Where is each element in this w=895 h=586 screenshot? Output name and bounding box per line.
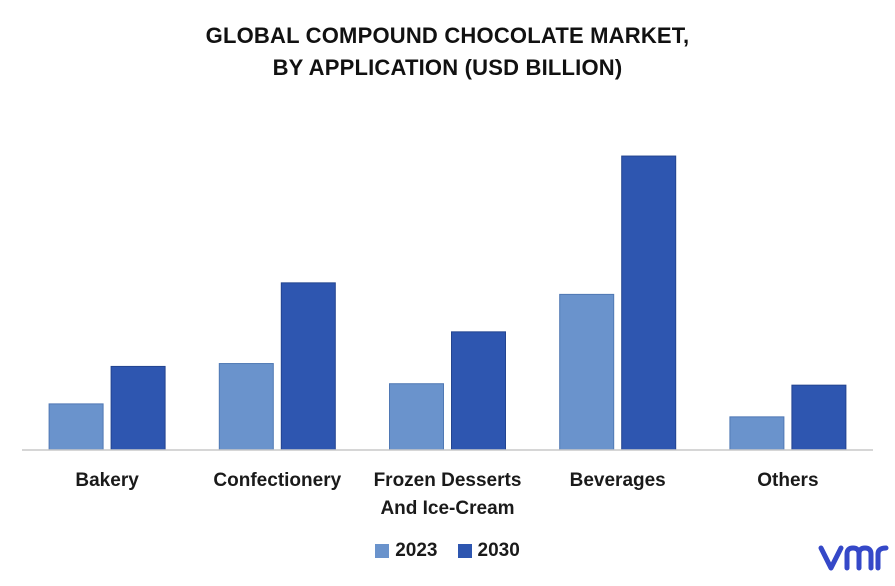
x-tick-label: Confectionery <box>213 470 341 491</box>
bar-bakery-2030 <box>110 365 166 451</box>
bar-beverages-2030 <box>621 155 677 451</box>
legend-item-2023: 2023 <box>375 540 438 562</box>
legend-item-2030: 2030 <box>457 540 520 562</box>
legend-label-2023: 2023 <box>395 540 438 561</box>
bar-confectionery-2023 <box>218 363 274 451</box>
vmr-logo-icon <box>818 545 889 571</box>
legend-swatch-2030 <box>457 544 472 558</box>
bar-frozen-desserts-and-ice-cream-2030 <box>451 331 506 451</box>
bar-others-2030 <box>791 384 847 451</box>
x-tick-label: Frozen Desserts And Ice-Cream <box>374 470 522 519</box>
x-tick-label: Beverages <box>570 470 666 491</box>
x-tick-labels: Bakery Confectionery Frozen Desserts And Ic… <box>75 470 818 519</box>
bar-bakery-2023 <box>48 403 104 451</box>
bar-others-2023 <box>729 416 785 451</box>
x-tick-label: Others <box>757 470 818 491</box>
chart-title-line-2: BY APPLICATION (USD BILLION) <box>272 55 623 80</box>
bar-beverages-2023 <box>559 293 615 451</box>
chart-title: GLOBAL COMPOUND CHOCOLATE MARKET, BY APP… <box>0 20 895 84</box>
bar-frozen-desserts-and-ice-cream-2023 <box>389 383 444 451</box>
chart-title-line-1: GLOBAL COMPOUND CHOCOLATE MARKET, <box>205 23 690 48</box>
bar-confectionery-2030 <box>280 282 336 451</box>
legend-swatch-2023 <box>375 544 390 558</box>
x-tick-label: Bakery <box>75 470 139 491</box>
legend-label-2030: 2030 <box>477 540 520 561</box>
legend: 2023 2030 <box>0 540 895 562</box>
bars-group <box>48 155 847 451</box>
